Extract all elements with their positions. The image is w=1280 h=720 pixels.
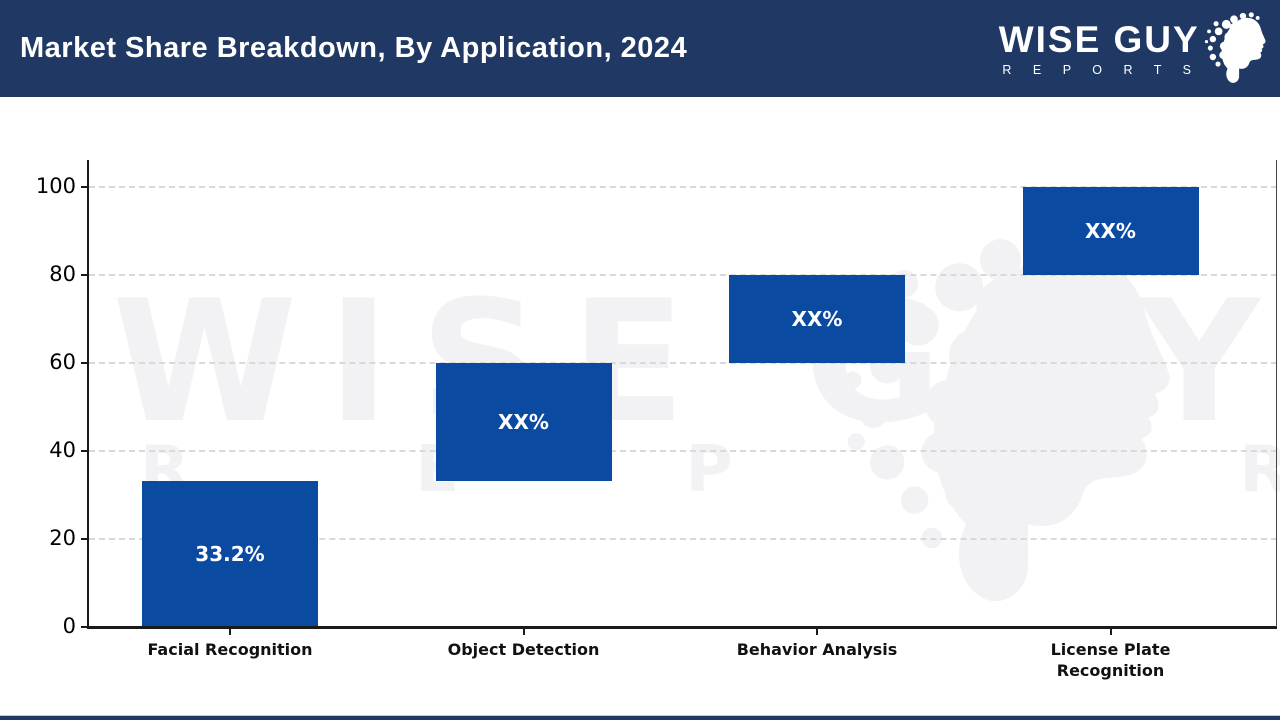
- brand-head-logo-icon: [1204, 11, 1266, 83]
- gridline-y-40: [89, 450, 1277, 452]
- x-category-label: Behavior Analysis: [736, 640, 898, 659]
- bar-value-label: XX%: [791, 307, 843, 331]
- x-category-label: Facial Recognition: [147, 640, 313, 659]
- y-axis-line: [87, 160, 89, 629]
- header-bar: Market Share Breakdown, By Application, …: [0, 0, 1280, 97]
- page-title: Market Share Breakdown, By Application, …: [20, 32, 688, 64]
- bar-3: XX%: [729, 275, 905, 363]
- gridline-y-20: [89, 538, 1277, 540]
- gridline-y-60: [89, 362, 1277, 364]
- y-tick-40: [81, 450, 89, 452]
- y-tick-60: [81, 362, 89, 364]
- y-tick-label-0: 0: [62, 614, 76, 638]
- x-tick-4: [1109, 628, 1112, 635]
- watermark-head-logo-icon: [844, 222, 1170, 602]
- y-tick-0: [81, 626, 89, 628]
- y-tick-label-100: 100: [35, 174, 76, 198]
- y-tick-label-60: 60: [49, 350, 76, 374]
- brand-name-label: WISE GUY: [998, 18, 1200, 60]
- bar-2: XX%: [435, 363, 612, 481]
- bar-value-label: XX%: [1085, 219, 1136, 243]
- y-tick-100: [81, 186, 89, 188]
- y-tick-80: [81, 274, 89, 276]
- x-tick-1: [229, 628, 231, 635]
- y-tick-label-80: 80: [49, 262, 76, 286]
- footer-bar: [0, 715, 1280, 720]
- x-axis-line: [87, 626, 1277, 629]
- x-category-label: License Plate Recognition: [1050, 640, 1171, 680]
- brand-subtitle-label: R E P O R T S: [1002, 62, 1200, 77]
- y-tick-20: [81, 538, 89, 540]
- x-tick-2: [522, 628, 525, 635]
- bar-value-label: 33.2%: [195, 541, 265, 566]
- brand-logo: WISE GUY R E P O R T S: [998, 9, 1280, 89]
- x-tick-3: [816, 628, 818, 635]
- bar-4: XX%: [1022, 187, 1199, 275]
- bar-1: 33.2%: [142, 480, 318, 627]
- y-tick-label-20: 20: [49, 526, 76, 550]
- right-axis-line: [1276, 160, 1277, 627]
- x-category-label: Object Detection: [447, 640, 600, 659]
- brand-logo-text: WISE GUY R E P O R T S: [998, 21, 1200, 77]
- gridline-y-100: [89, 186, 1277, 188]
- bar-value-label: XX%: [498, 409, 549, 434]
- gridline-y-80: [89, 274, 1277, 276]
- y-tick-label-40: 40: [49, 438, 76, 462]
